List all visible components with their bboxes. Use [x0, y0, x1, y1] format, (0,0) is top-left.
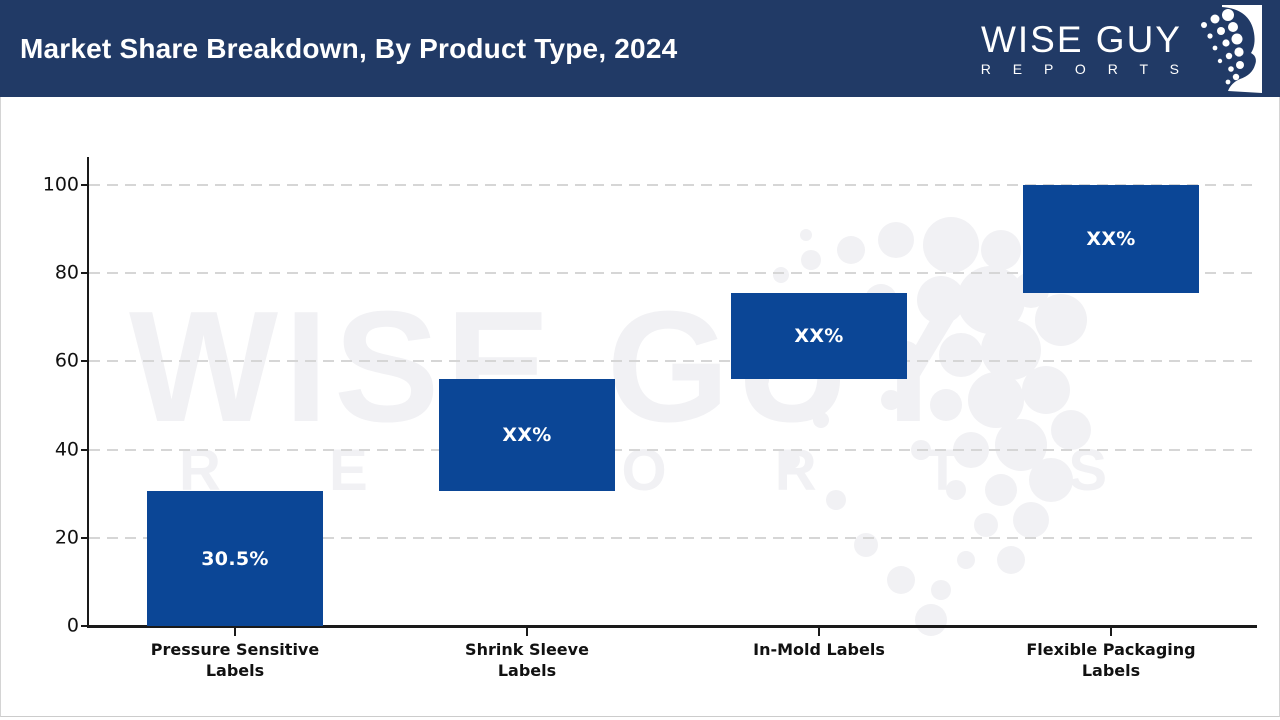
- waterfall-chart: 0 20 40 60 80 100 30.5% Pressure Sensitive Labe…: [1, 97, 1279, 716]
- watermark-dot: [957, 551, 975, 569]
- gridline-80: [89, 272, 1257, 275]
- watermark-dot: [1013, 502, 1049, 538]
- category-label-2: Shrink Sleeve Labels: [465, 640, 589, 680]
- y-tick-label-80: 80: [54, 261, 79, 284]
- brand-name: WISE GUY: [980, 18, 1182, 60]
- gridline-100: [89, 184, 1257, 186]
- y-tick-60: [81, 360, 89, 363]
- x-tick-1: [234, 628, 236, 636]
- x-tick-3: [818, 628, 820, 636]
- gridline-20: [89, 536, 1257, 539]
- y-tick-label-0: 0: [66, 614, 79, 637]
- y-tick-80: [81, 272, 89, 275]
- watermark-dot: [915, 604, 947, 636]
- bar-1: 30.5%: [147, 491, 323, 626]
- gridline-60: [89, 360, 1257, 363]
- watermark-dot: [826, 490, 846, 510]
- watermark-dot: [837, 236, 865, 264]
- brand-logo-text: WISE GUY R E P O R T S: [981, 21, 1182, 77]
- y-tick-label-100: 100: [42, 173, 79, 196]
- x-axis-line: [87, 625, 1257, 628]
- x-tick-2: [526, 628, 528, 636]
- watermark-dot: [946, 480, 966, 500]
- bar-value-label-1: 30.5%: [201, 547, 269, 570]
- watermark-dot: [1022, 366, 1070, 414]
- y-tick-label-20: 20: [54, 526, 79, 549]
- watermark-dot: [931, 580, 951, 600]
- y-tick-label-60: 60: [54, 349, 79, 372]
- watermark-dot: [917, 276, 965, 324]
- watermark-dot: [801, 250, 821, 270]
- brand-subtitle: R E P O R T S: [980, 60, 1188, 77]
- y-axis-line: [87, 157, 89, 628]
- y-tick-label-40: 40: [54, 438, 79, 461]
- watermark-dot: [981, 230, 1021, 270]
- bar-value-label-3: XX%: [794, 325, 844, 348]
- chart-panel: WISE GUY R E P O R T S 0 20 40 60 80 100 30.5%…: [0, 97, 1280, 717]
- y-tick-0: [81, 625, 89, 627]
- bar-value-label-4: XX%: [1086, 228, 1136, 251]
- watermark-dot: [1051, 410, 1091, 450]
- watermark-dot: [1035, 294, 1087, 346]
- bar-2: XX%: [439, 379, 615, 492]
- watermark-dot: [968, 372, 1024, 428]
- watermark-dot: [782, 451, 800, 469]
- category-label-4: Flexible Packaging Labels: [1026, 640, 1196, 680]
- watermark-dot: [985, 474, 1017, 506]
- bar-value-label-2: XX%: [502, 424, 552, 447]
- watermark-dot: [974, 513, 998, 537]
- watermark-dot: [881, 390, 901, 410]
- brand-face-icon: [1201, 4, 1262, 93]
- watermark-dot: [939, 333, 983, 377]
- y-tick-40: [81, 448, 89, 451]
- watermark-dot: [813, 412, 829, 428]
- category-label-1: Pressure Sensitive Labels: [150, 640, 320, 680]
- watermark-dot: [923, 217, 979, 273]
- watermark-dot: [800, 229, 812, 241]
- x-tick-4: [1110, 628, 1112, 636]
- category-label-3: In-Mold Labels: [753, 640, 885, 659]
- brand-logo: WISE GUY R E P O R T S: [981, 4, 1262, 93]
- watermark-dot: [1029, 458, 1073, 502]
- watermark-dot: [773, 267, 789, 283]
- page-title: Market Share Breakdown, By Product Type,…: [20, 32, 678, 64]
- header-bar: Market Share Breakdown, By Product Type,…: [0, 0, 1280, 97]
- watermark-dot: [997, 546, 1025, 574]
- watermark-dot: [887, 566, 915, 594]
- watermark-dot: [930, 389, 962, 421]
- bar-4: XX%: [1023, 185, 1199, 294]
- y-tick-20: [81, 536, 89, 539]
- bar-3: XX%: [731, 293, 907, 380]
- watermark-dot: [878, 222, 914, 258]
- y-tick-100: [81, 184, 89, 186]
- gridline-40: [89, 448, 1257, 451]
